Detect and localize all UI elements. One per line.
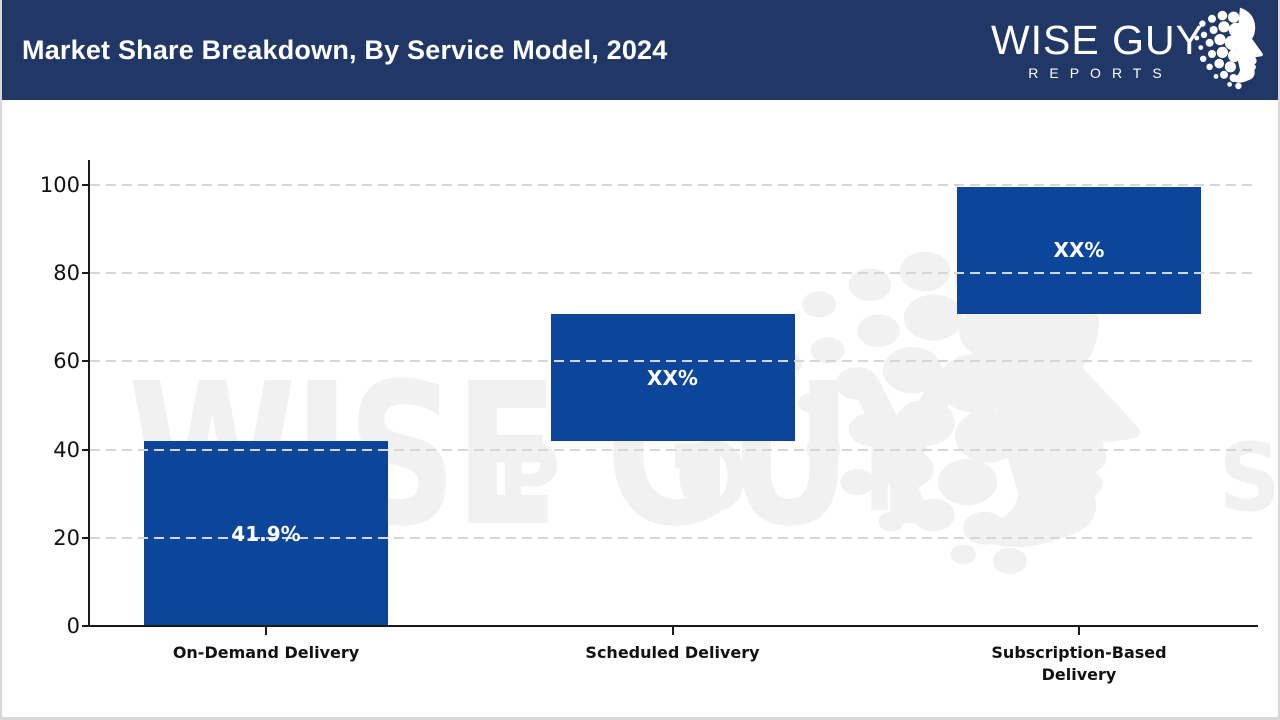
chart-title: Market Share Breakdown, By Service Model… (22, 34, 668, 65)
bar-segment (957, 186, 1201, 315)
report-header: Market Share Breakdown, By Service Model… (2, 0, 1278, 100)
y-tick-mark (82, 184, 90, 186)
x-category-label: On-Demand Delivery (172, 643, 360, 662)
y-tick-label: 60 (53, 349, 80, 374)
y-gridline (90, 184, 1258, 186)
x-tick-mark (671, 627, 674, 635)
bar-value-label: 41.9% (231, 521, 301, 546)
y-gridline (90, 360, 1258, 363)
y-axis-spine (88, 160, 90, 626)
y-gridline (90, 272, 1258, 275)
chart-canvas: WISE GUY R E P O R T S 0 20 40 60 80 100 41.9%… (2, 100, 1278, 717)
x-tick-mark (1078, 627, 1080, 635)
logo-text: WISE GUY REPORTS (990, 16, 1204, 81)
y-tick-label: 80 (53, 261, 80, 286)
bar-segment (550, 314, 795, 442)
x-category-label: Subscription-Based Delivery (991, 643, 1167, 684)
y-tick-label: 100 (39, 173, 80, 197)
x-tick-mark (265, 627, 267, 635)
y-gridline (90, 536, 1258, 539)
y-tick-label: 0 (66, 614, 80, 638)
bar-segment (144, 441, 388, 626)
y-gridline (90, 448, 1258, 451)
y-tick-mark (82, 625, 90, 627)
y-tick-label: 20 (53, 525, 80, 550)
logo-wordmark: WISE GUY (990, 16, 1204, 63)
bar-value-label: XX% (647, 365, 698, 390)
x-category-label: Scheduled Delivery (585, 643, 760, 662)
bar-value-label: XX% (1053, 238, 1105, 263)
y-tick-mark (82, 448, 90, 451)
wiseguy-logo: WISE GUY REPORTS (991, 0, 1274, 100)
logo-subtext: REPORTS (1028, 64, 1173, 81)
y-tick-label: 40 (53, 437, 80, 462)
y-tick-mark (82, 536, 90, 539)
y-tick-mark (82, 272, 90, 275)
x-axis-spine (88, 625, 1258, 627)
y-tick-mark (82, 360, 90, 363)
